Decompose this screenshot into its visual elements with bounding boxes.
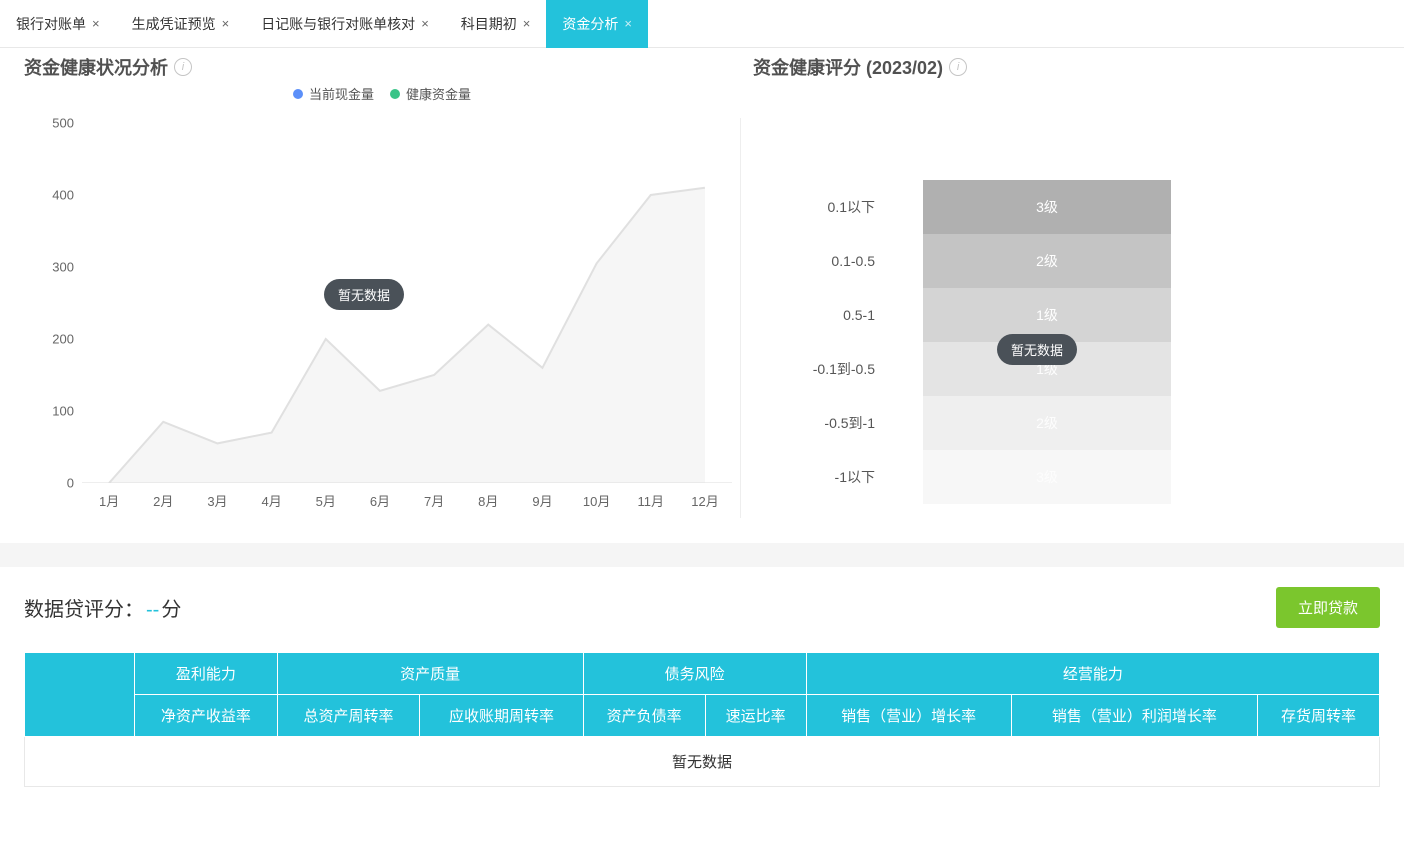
tab-label: 科目期初 — [461, 14, 517, 34]
y-tick-label: 200 — [52, 332, 74, 347]
close-icon[interactable]: × — [222, 16, 230, 31]
rating-level-bar: 2级 — [923, 396, 1171, 450]
rating-level-bar: 2级 — [923, 234, 1171, 288]
table-column-header: 总资产周转率 — [277, 695, 420, 737]
table-column-header: 速运比率 — [705, 695, 806, 737]
x-tick-label: 11月 — [624, 491, 678, 510]
score-suffix: 分 — [161, 599, 181, 621]
chart-plot — [82, 123, 732, 483]
table-group-header: 资产质量 — [277, 653, 583, 695]
close-icon[interactable]: × — [523, 16, 531, 31]
loan-button[interactable]: 立即贷款 — [1276, 587, 1380, 628]
y-tick-label: 500 — [52, 116, 74, 131]
table-column-header: 净资产收益率 — [135, 695, 278, 737]
rating-range-label: -0.1到-0.5 — [753, 342, 923, 396]
y-axis: 0100200300400500 — [24, 123, 82, 483]
tab-label: 银行对账单 — [16, 14, 86, 34]
legend-label: 当前现金量 — [309, 84, 374, 103]
legend-item: 当前现金量 — [293, 84, 374, 103]
rating-range-label: -1以下 — [753, 450, 923, 504]
rating-no-data-pill: 暂无数据 — [997, 334, 1077, 365]
table-column-header: 存货周转率 — [1258, 695, 1380, 737]
score-title-prefix: 数据贷评分： — [24, 599, 144, 621]
y-tick-label: 400 — [52, 188, 74, 203]
no-data-pill-text: 暂无数据 — [338, 288, 390, 303]
table-no-data-cell: 暂无数据 — [25, 737, 1380, 787]
score-table: 盈利能力资产质量债务风险经营能力净资产收益率总资产周转率应收账期周转率资产负债率… — [24, 652, 1380, 787]
y-tick-label: 300 — [52, 260, 74, 275]
x-tick-label: 5月 — [299, 491, 353, 510]
x-tick-label: 7月 — [407, 491, 461, 510]
health-chart-title: 资金健康状况分析 i — [24, 54, 740, 80]
table-group-header: 债务风险 — [583, 653, 806, 695]
tab[interactable]: 资金分析 × — [546, 0, 648, 48]
legend-label: 健康资金量 — [406, 84, 471, 103]
info-icon[interactable]: i — [174, 58, 192, 76]
chart-legend: 当前现金量 健康资金量 — [24, 84, 740, 103]
table-header-blank — [25, 653, 135, 737]
table-column-header: 资产负债率 — [583, 695, 705, 737]
score-section: 数据贷评分：--分 立即贷款 盈利能力资产质量债务风险经营能力净资产收益率总资产… — [0, 567, 1404, 847]
score-title: 数据贷评分：--分 — [24, 593, 181, 622]
x-tick-label: 1月 — [82, 491, 136, 510]
x-tick-label: 8月 — [461, 491, 515, 510]
x-tick-label: 6月 — [353, 491, 407, 510]
rating-level-bar: 3级 — [923, 180, 1171, 234]
rating-range-label: 0.1-0.5 — [753, 234, 923, 288]
tabs-bar: 银行对账单 × 生成凭证预览 × 日记账与银行对账单核对 × 科目期初 × 资金分析 × — [0, 0, 1404, 48]
table-group-header: 盈利能力 — [135, 653, 278, 695]
no-data-pill: 暂无数据 — [324, 279, 404, 310]
x-axis: 1月2月3月4月5月6月7月8月9月10月11月12月 — [82, 491, 732, 510]
table-column-header: 销售（营业）增长率 — [806, 695, 1011, 737]
legend-dot-icon — [390, 89, 400, 99]
close-icon[interactable]: × — [624, 16, 632, 31]
rating-range-label: 0.5-1 — [753, 288, 923, 342]
rating-body: 0.1以下0.1-0.50.5-1-0.1到-0.5-0.5到-1-1以下 3级… — [753, 180, 1380, 504]
x-tick-label: 9月 — [515, 491, 569, 510]
chart-area: 0100200300400500 1月2月3月4月5月6月7月8月9月10月11… — [24, 123, 740, 543]
tab-label: 生成凭证预览 — [132, 14, 216, 34]
rating-range-label: 0.1以下 — [753, 180, 923, 234]
rating-section: 资金健康评分 (2023/02) i 0.1以下0.1-0.50.5-1-0.1… — [741, 48, 1404, 543]
tab[interactable]: 日记账与银行对账单核对 × — [245, 0, 445, 48]
score-value: -- — [146, 599, 159, 621]
rating-level-bar: 3级 — [923, 450, 1171, 504]
close-icon[interactable]: × — [421, 16, 429, 31]
health-chart-title-text: 资金健康状况分析 — [24, 54, 168, 80]
legend-item: 健康资金量 — [390, 84, 471, 103]
top-row: 资金健康状况分析 i 当前现金量 健康资金量 0 100 200 300 400 500 1… — [0, 48, 1404, 543]
close-icon[interactable]: × — [92, 16, 100, 31]
info-icon[interactable]: i — [949, 58, 967, 76]
legend-dot-icon — [293, 89, 303, 99]
table-column-header: 销售（营业）利润增长率 — [1011, 695, 1257, 737]
x-tick-label: 10月 — [570, 491, 624, 510]
rating-no-data-text: 暂无数据 — [1011, 343, 1063, 358]
table-column-header: 应收账期周转率 — [420, 695, 583, 737]
score-header: 数据贷评分：--分 立即贷款 — [24, 587, 1380, 628]
tab-label: 日记账与银行对账单核对 — [261, 14, 415, 34]
x-tick-label: 3月 — [190, 491, 244, 510]
rating-range-label: -0.5到-1 — [753, 396, 923, 450]
tab-label: 资金分析 — [562, 14, 618, 34]
rating-title-text: 资金健康评分 (2023/02) — [753, 54, 943, 80]
tab[interactable]: 银行对账单 × — [0, 0, 116, 48]
main-content: 资金健康状况分析 i 当前现金量 健康资金量 0 100 200 300 400 500 1… — [0, 48, 1404, 543]
rating-labels: 0.1以下0.1-0.50.5-1-0.1到-0.5-0.5到-1-1以下 — [753, 180, 923, 504]
y-tick-label: 0 — [67, 476, 74, 491]
x-tick-label: 2月 — [136, 491, 190, 510]
y-tick-label: 100 — [52, 404, 74, 419]
x-tick-label: 12月 — [678, 491, 732, 510]
x-tick-label: 4月 — [245, 491, 299, 510]
rating-title: 资金健康评分 (2023/02) i — [753, 54, 1380, 80]
table-group-header: 经营能力 — [806, 653, 1379, 695]
health-chart-section: 资金健康状况分析 i 当前现金量 健康资金量 0 100 200 300 400 500 1… — [0, 48, 740, 543]
tab[interactable]: 生成凭证预览 × — [116, 0, 246, 48]
tab[interactable]: 科目期初 × — [445, 0, 547, 48]
